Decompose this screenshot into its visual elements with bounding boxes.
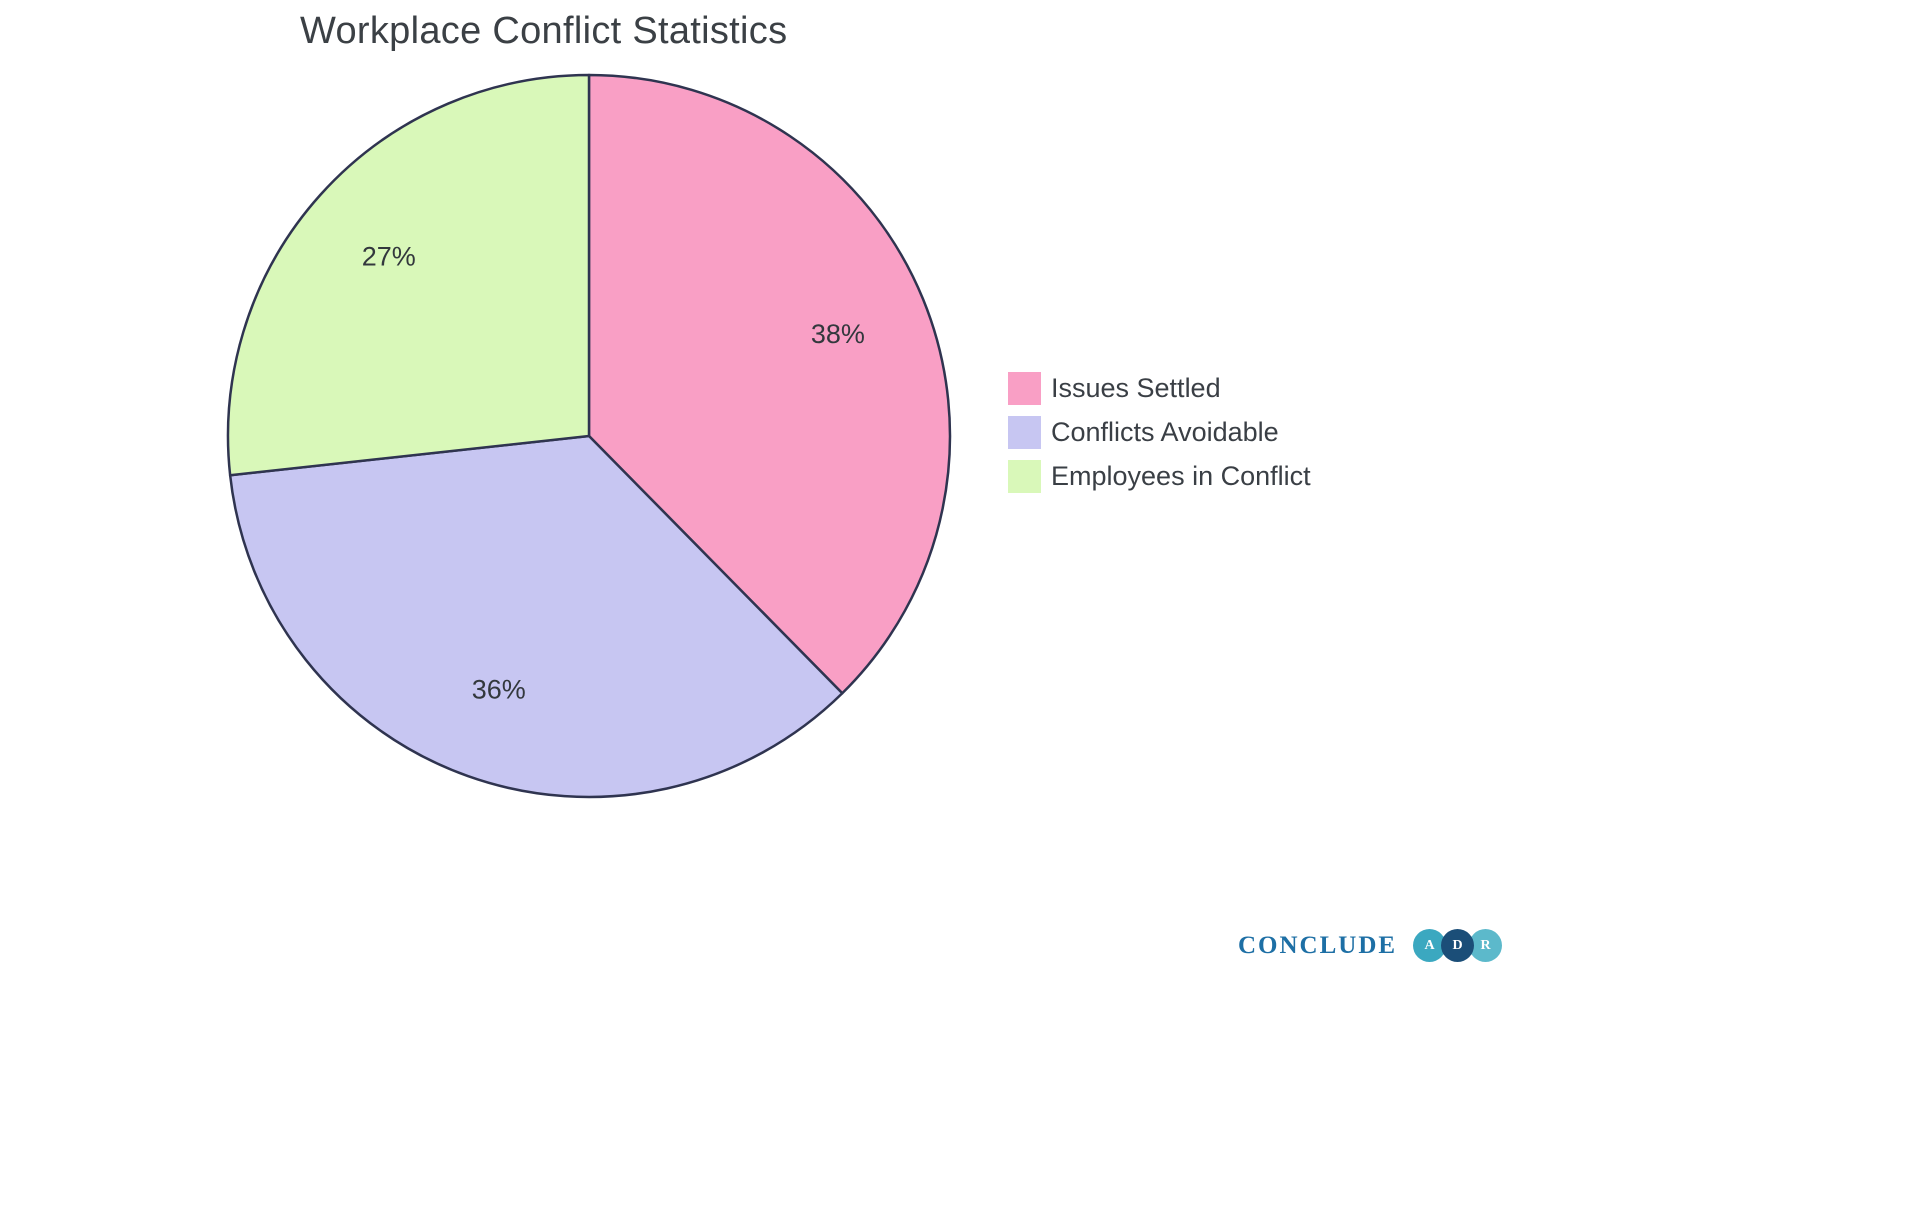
- chart-title: Workplace Conflict Statistics: [300, 10, 788, 52]
- slice-percent-label: 38%: [811, 319, 865, 349]
- pie-chart-svg: 38% 36% 27%: [226, 73, 952, 799]
- legend-item: Conflicts Avoidable: [1008, 416, 1311, 449]
- brand-badge-a: A: [1413, 929, 1447, 962]
- brand-badge-d: D: [1441, 929, 1475, 962]
- legend-swatch: [1008, 460, 1041, 493]
- legend-swatch: [1008, 372, 1041, 405]
- slice-percent-label: 27%: [362, 242, 416, 272]
- slice-percent-label: 36%: [472, 674, 526, 704]
- legend-swatch: [1008, 416, 1041, 449]
- legend-item: Issues Settled: [1008, 372, 1311, 405]
- legend-label: Conflicts Avoidable: [1051, 417, 1279, 447]
- legend-label: Employees in Conflict: [1051, 461, 1311, 491]
- legend-label: Issues Settled: [1051, 373, 1221, 403]
- pie-slice-issues-settled: [587, 73, 952, 695]
- legend: Issues Settled Conflicts Avoidable Employe…: [1008, 372, 1311, 493]
- brand-wordmark: CONCLUDE: [1238, 931, 1398, 959]
- pie-slice-conflicts-avoidable: [228, 434, 844, 799]
- legend-item: Employees in Conflict: [1008, 460, 1311, 493]
- pie-slice-employees-in-conflict: [226, 73, 591, 477]
- brand-badge-r: R: [1469, 929, 1503, 962]
